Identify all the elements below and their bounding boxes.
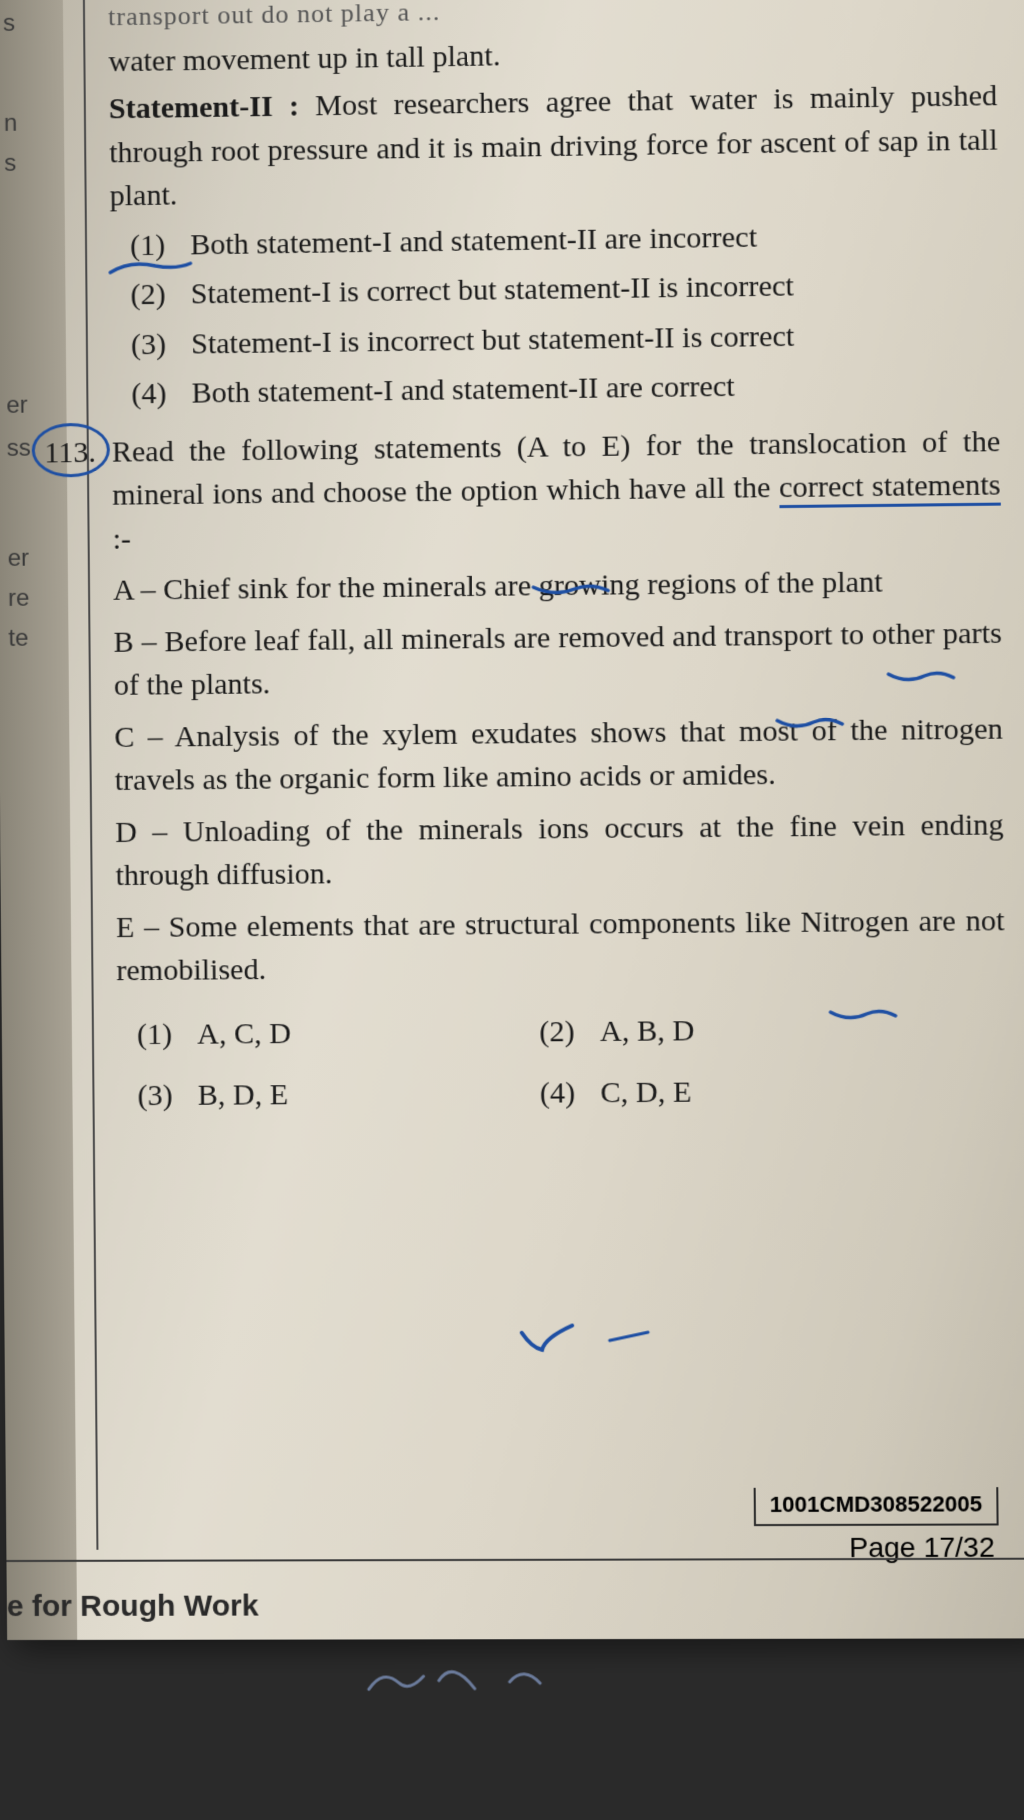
handwritten-scribble <box>357 1644 562 1724</box>
option-num: (4) <box>131 372 192 416</box>
option-pair: (3)B, D, E(4)C, D, E <box>137 1069 1006 1118</box>
statement-label: E – <box>116 910 169 943</box>
margin-letter: er <box>6 392 28 420</box>
q113-statement: A – Chief sink for the minerals are grow… <box>113 559 1002 612</box>
q112-options: (1)Both statement-I and statement-II are… <box>110 212 1000 417</box>
q113-statement: D – Unloading of the minerals ions occur… <box>115 803 1004 898</box>
statement-text: Chief sink for the minerals are growing … <box>163 566 883 607</box>
pen-strike-icon <box>607 1322 688 1353</box>
q113-num-text: 113. <box>44 436 96 470</box>
footer-code-box: 1001CMD308522005 <box>753 1487 998 1526</box>
statement-label: D – <box>115 815 183 849</box>
q113-statement: E – Some elements that are structural co… <box>116 899 1005 993</box>
q113-stem-underlined: correct statements <box>779 468 1001 508</box>
q113-option: (3)B, D, E <box>137 1072 540 1118</box>
q113-options: (1)A, C, D(2)A, B, D(3)B, D, E(4)C, D, E <box>117 1007 1006 1118</box>
option-num: (1) <box>130 223 191 267</box>
intro-text: water movement up in tall plant. <box>108 39 500 78</box>
statement-text: Analysis of the xylem exudates shows tha… <box>115 712 1003 797</box>
q113: 113. Read the following statements (A to… <box>112 420 1006 1118</box>
margin-letter: s <box>4 150 16 178</box>
margin-letter: er <box>8 545 30 573</box>
margin-letter: te <box>8 625 28 653</box>
q112-option: (1)Both statement-I and statement-II are… <box>130 212 999 268</box>
option-pair: (1)A, C, D(2)A, B, D <box>137 1007 1006 1057</box>
q112-option: (2)Statement-I is correct but statement-… <box>130 262 999 317</box>
statement-label: B – <box>113 625 164 659</box>
main-content: transport out do not play a ... water mo… <box>108 0 1006 1118</box>
statement-text: Some elements that are structural compon… <box>116 904 1004 988</box>
statement-2: Statement-II : Most researchers agree th… <box>109 74 998 218</box>
statement-text: Before leaf fall, all minerals are remov… <box>114 616 1002 702</box>
option-text: Statement-I is incorrect but statement-I… <box>191 312 1000 366</box>
cutoff-text: transport out do not play a ... <box>108 0 440 31</box>
q113-option: (2)A, B, D <box>539 1007 945 1054</box>
option-num: (3) <box>131 322 192 366</box>
margin-letter: n <box>4 110 18 138</box>
q113-number: 113. <box>42 430 118 1118</box>
exam-page: snsersserrete transport out do not play … <box>0 0 1024 1640</box>
rough-work-label: e for Rough Work <box>7 1590 259 1625</box>
option-text: C, D, E <box>600 1071 691 1115</box>
q112-option: (3)Statement-I is incorrect but statemen… <box>131 312 1000 367</box>
q113-body: Read the following statements (A to E) f… <box>112 420 1006 1118</box>
statement2-label: Statement-II : <box>109 90 299 126</box>
footer-code: 1001CMD308522005 <box>770 1491 983 1517</box>
option-num: (2) <box>130 273 191 317</box>
q113-stem-end: :- <box>113 522 132 555</box>
option-num: (3) <box>137 1074 198 1118</box>
statement-label: C – <box>114 720 174 754</box>
intro-water-line: water movement up in tall plant. <box>108 26 997 83</box>
margin-letter: s <box>3 10 15 38</box>
q112-option: (4)Both statement-I and statement-II are… <box>131 362 1000 417</box>
rough-work-text: e for Rough Work <box>7 1590 259 1624</box>
q113-statement: B – Before leaf fall, all minerals are r… <box>113 611 1002 707</box>
option-text: B, D, E <box>198 1073 289 1117</box>
statement-text: Unloading of the minerals ions occurs at… <box>115 808 1003 892</box>
option-text: A, C, D <box>197 1012 291 1056</box>
margin-letter: ss <box>7 435 31 463</box>
option-text: Statement-I is correct but statement-II … <box>191 262 1000 316</box>
option-num: (2) <box>539 1009 600 1053</box>
option-num: (1) <box>137 1012 198 1056</box>
statement-label: A – <box>113 573 163 607</box>
option-text: Both statement-I and statement-II are in… <box>190 212 999 267</box>
q113-option: (4)C, D, E <box>540 1069 946 1115</box>
option-num: (4) <box>540 1071 601 1115</box>
q113-statement: C – Analysis of the xylem exudates shows… <box>114 707 1003 803</box>
q113-statements: A – Chief sink for the minerals are grow… <box>113 559 1005 993</box>
q113-option: (1)A, C, D <box>137 1010 540 1056</box>
option-text: A, B, D <box>600 1009 695 1053</box>
pen-tick-q113-icon <box>517 1318 578 1358</box>
margin-letter: re <box>8 585 30 613</box>
option-text: Both statement-I and statement-II are co… <box>191 362 1000 416</box>
